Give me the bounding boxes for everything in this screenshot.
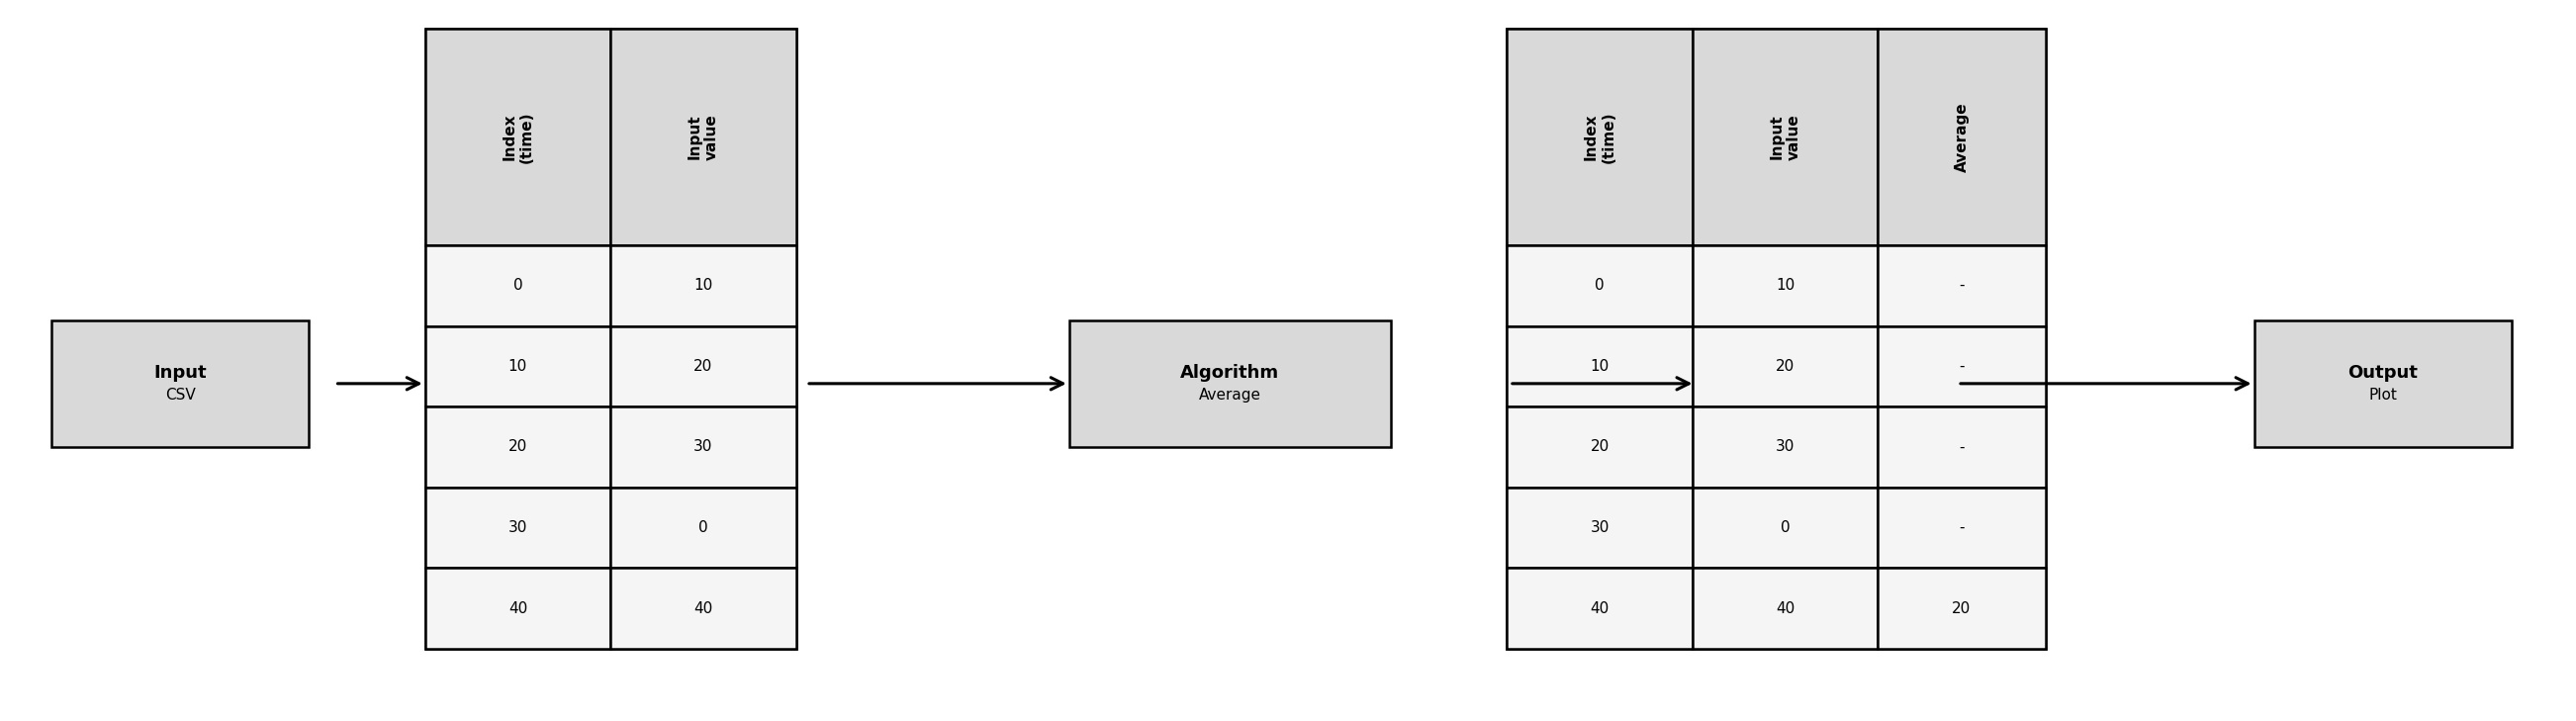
Text: Average: Average bbox=[1198, 388, 1262, 403]
Text: Input: Input bbox=[155, 363, 206, 381]
Bar bbox=[1692, 487, 1878, 568]
Bar bbox=[425, 29, 611, 245]
Text: Plot: Plot bbox=[2367, 388, 2398, 403]
Bar bbox=[1507, 407, 1692, 487]
Bar bbox=[52, 321, 309, 447]
Bar bbox=[1507, 245, 1692, 326]
Text: 10: 10 bbox=[1775, 278, 1795, 293]
Bar bbox=[1692, 407, 1878, 487]
Text: 0: 0 bbox=[513, 278, 523, 293]
Text: -: - bbox=[1958, 359, 1965, 373]
Bar bbox=[1878, 407, 2045, 487]
Text: Input
value: Input value bbox=[688, 114, 719, 160]
Bar bbox=[1507, 326, 1692, 407]
Bar bbox=[611, 487, 796, 568]
Bar bbox=[1692, 245, 1878, 326]
Bar bbox=[425, 568, 611, 649]
Text: CSV: CSV bbox=[165, 388, 196, 403]
Bar bbox=[2254, 321, 2512, 447]
Bar bbox=[611, 568, 796, 649]
Bar bbox=[1507, 487, 1692, 568]
Text: Index
(time): Index (time) bbox=[502, 111, 533, 163]
Bar bbox=[611, 29, 796, 245]
Text: 40: 40 bbox=[507, 601, 528, 616]
Text: -: - bbox=[1958, 521, 1965, 535]
Bar bbox=[425, 326, 611, 407]
Text: 30: 30 bbox=[507, 521, 528, 535]
Bar bbox=[425, 245, 611, 326]
Bar bbox=[1692, 326, 1878, 407]
Bar bbox=[611, 245, 796, 326]
Bar bbox=[1692, 29, 1878, 245]
Text: Input
value: Input value bbox=[1770, 114, 1801, 160]
Bar bbox=[425, 407, 611, 487]
Bar bbox=[1878, 245, 2045, 326]
Text: Average: Average bbox=[1955, 102, 1968, 172]
Text: -: - bbox=[1958, 278, 1965, 293]
Text: 0: 0 bbox=[1595, 278, 1605, 293]
Text: 0: 0 bbox=[698, 521, 708, 535]
Bar bbox=[1507, 568, 1692, 649]
Bar bbox=[611, 407, 796, 487]
Bar bbox=[425, 487, 611, 568]
Text: 10: 10 bbox=[1589, 359, 1610, 373]
Text: 30: 30 bbox=[1775, 440, 1795, 454]
Text: 20: 20 bbox=[1589, 440, 1610, 454]
Text: 20: 20 bbox=[1953, 601, 1971, 616]
Text: 10: 10 bbox=[507, 359, 528, 373]
Text: 30: 30 bbox=[693, 440, 714, 454]
Text: 20: 20 bbox=[507, 440, 528, 454]
Bar bbox=[1878, 29, 2045, 245]
Text: 0: 0 bbox=[1780, 521, 1790, 535]
Text: Index
(time): Index (time) bbox=[1584, 111, 1615, 163]
Text: 30: 30 bbox=[1589, 521, 1610, 535]
Bar bbox=[1507, 29, 1692, 245]
Bar bbox=[1069, 321, 1391, 447]
Text: 40: 40 bbox=[1589, 601, 1610, 616]
Bar bbox=[425, 29, 796, 649]
Text: Output: Output bbox=[2347, 363, 2419, 381]
Text: -: - bbox=[1958, 440, 1965, 454]
Bar bbox=[1878, 326, 2045, 407]
Bar bbox=[1507, 29, 2045, 649]
Bar bbox=[1692, 568, 1878, 649]
Text: 20: 20 bbox=[693, 359, 714, 373]
Bar bbox=[1878, 568, 2045, 649]
Text: 10: 10 bbox=[693, 278, 714, 293]
Bar bbox=[611, 326, 796, 407]
Bar bbox=[1878, 487, 2045, 568]
Text: 40: 40 bbox=[693, 601, 714, 616]
Text: 20: 20 bbox=[1775, 359, 1795, 373]
Text: Algorithm: Algorithm bbox=[1180, 363, 1280, 381]
Text: 40: 40 bbox=[1775, 601, 1795, 616]
